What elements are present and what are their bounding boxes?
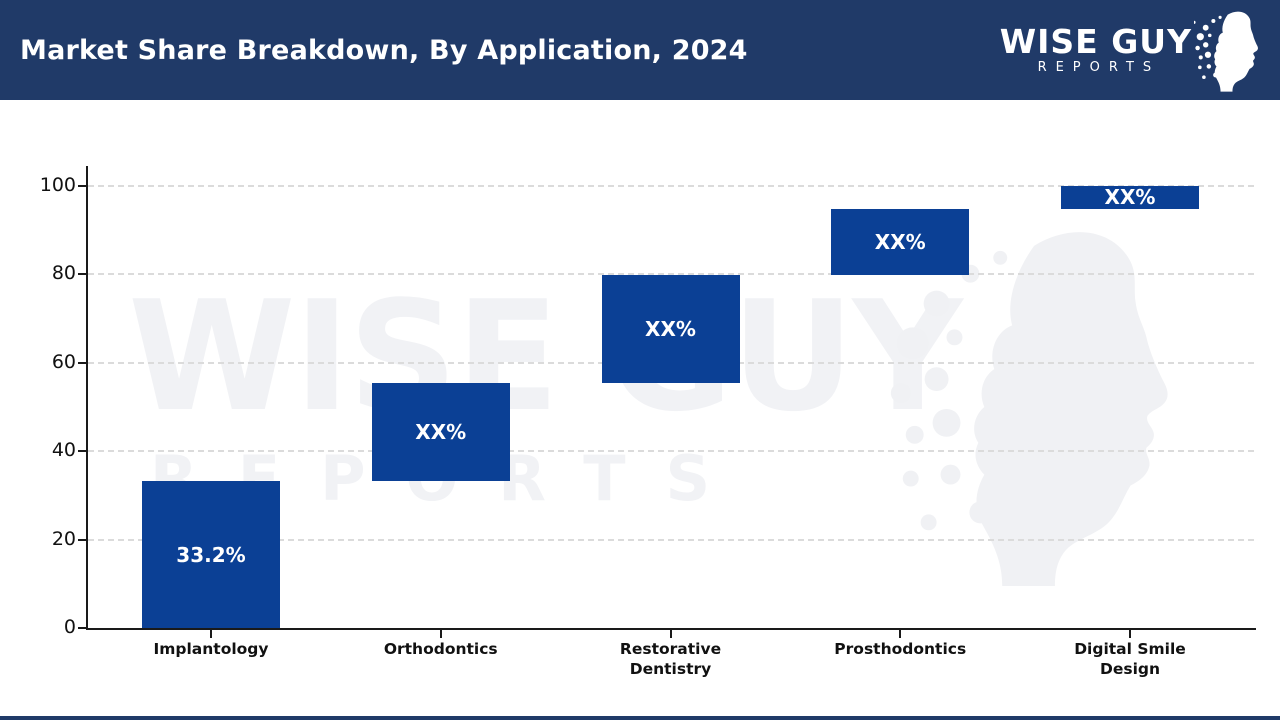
footer-accent-bar	[0, 716, 1280, 720]
bar-value-label: XX%	[415, 419, 467, 444]
y-tick-60	[78, 361, 86, 364]
x-tick-4	[1129, 630, 1131, 638]
bar-value-label: 33.2%	[176, 542, 246, 567]
y-tick-100	[78, 185, 86, 187]
gridline-100	[88, 185, 1254, 187]
chart-area: WISE GUY REPORTS 02040608010033.2%Implan…	[0, 100, 1280, 716]
y-tick-20	[78, 538, 86, 541]
y-tick-label-80: 80	[51, 262, 76, 285]
y-axis-line	[86, 166, 88, 630]
y-tick-80	[78, 273, 86, 276]
y-tick-label-40: 40	[51, 439, 76, 462]
bar-digital-smile-design: XX%	[1061, 185, 1199, 210]
bar-value-label: XX%	[874, 230, 926, 255]
x-tick-0	[210, 630, 212, 638]
x-tick-1	[439, 630, 442, 638]
x-tick-2	[669, 630, 672, 638]
y-tick-label-100: 100	[39, 174, 76, 196]
brand-name: WISE GUY	[999, 22, 1192, 61]
y-tick-40	[78, 450, 86, 453]
category-label-4: Digital Smile Design	[1074, 640, 1186, 678]
y-tick-label-20: 20	[51, 527, 76, 550]
category-label-1: Orthodontics	[383, 640, 498, 658]
gridline-40	[88, 450, 1254, 453]
bar-implantology: 33.2%	[142, 481, 280, 628]
bar-value-label: XX%	[645, 316, 696, 341]
y-tick-label-60: 60	[51, 350, 76, 373]
watermark-text: WISE GUY	[128, 268, 963, 445]
gridline-20	[88, 538, 1254, 541]
header: Market Share Breakdown, By Application, …	[0, 0, 1280, 100]
bar-orthodontics: XX%	[371, 382, 510, 482]
category-label-3: Prosthodontics	[834, 640, 967, 658]
category-label-2: Restorative Dentistry	[619, 640, 722, 678]
category-label-0: Implantology	[153, 640, 269, 658]
page-title: Market Share Breakdown, By Application, …	[20, 34, 748, 66]
y-tick-label-0: 0	[63, 616, 76, 638]
brand-logo: WISE GUY REPORTS	[1000, 7, 1266, 93]
brand-logo-text: WISE GUY REPORTS	[1000, 25, 1192, 75]
bar-prosthodontics: XX%	[831, 208, 970, 276]
bar-value-label: XX%	[1104, 185, 1156, 210]
bar-restorative-dentistry: XX%	[601, 275, 740, 383]
watermark-face-icon	[890, 232, 1168, 586]
x-axis-line	[86, 628, 1256, 630]
x-tick-3	[899, 630, 902, 638]
brand-face-icon	[1194, 11, 1258, 92]
gridline-80	[88, 273, 1254, 276]
brand-subname: REPORTS	[1037, 60, 1161, 75]
y-tick-0	[78, 627, 86, 629]
